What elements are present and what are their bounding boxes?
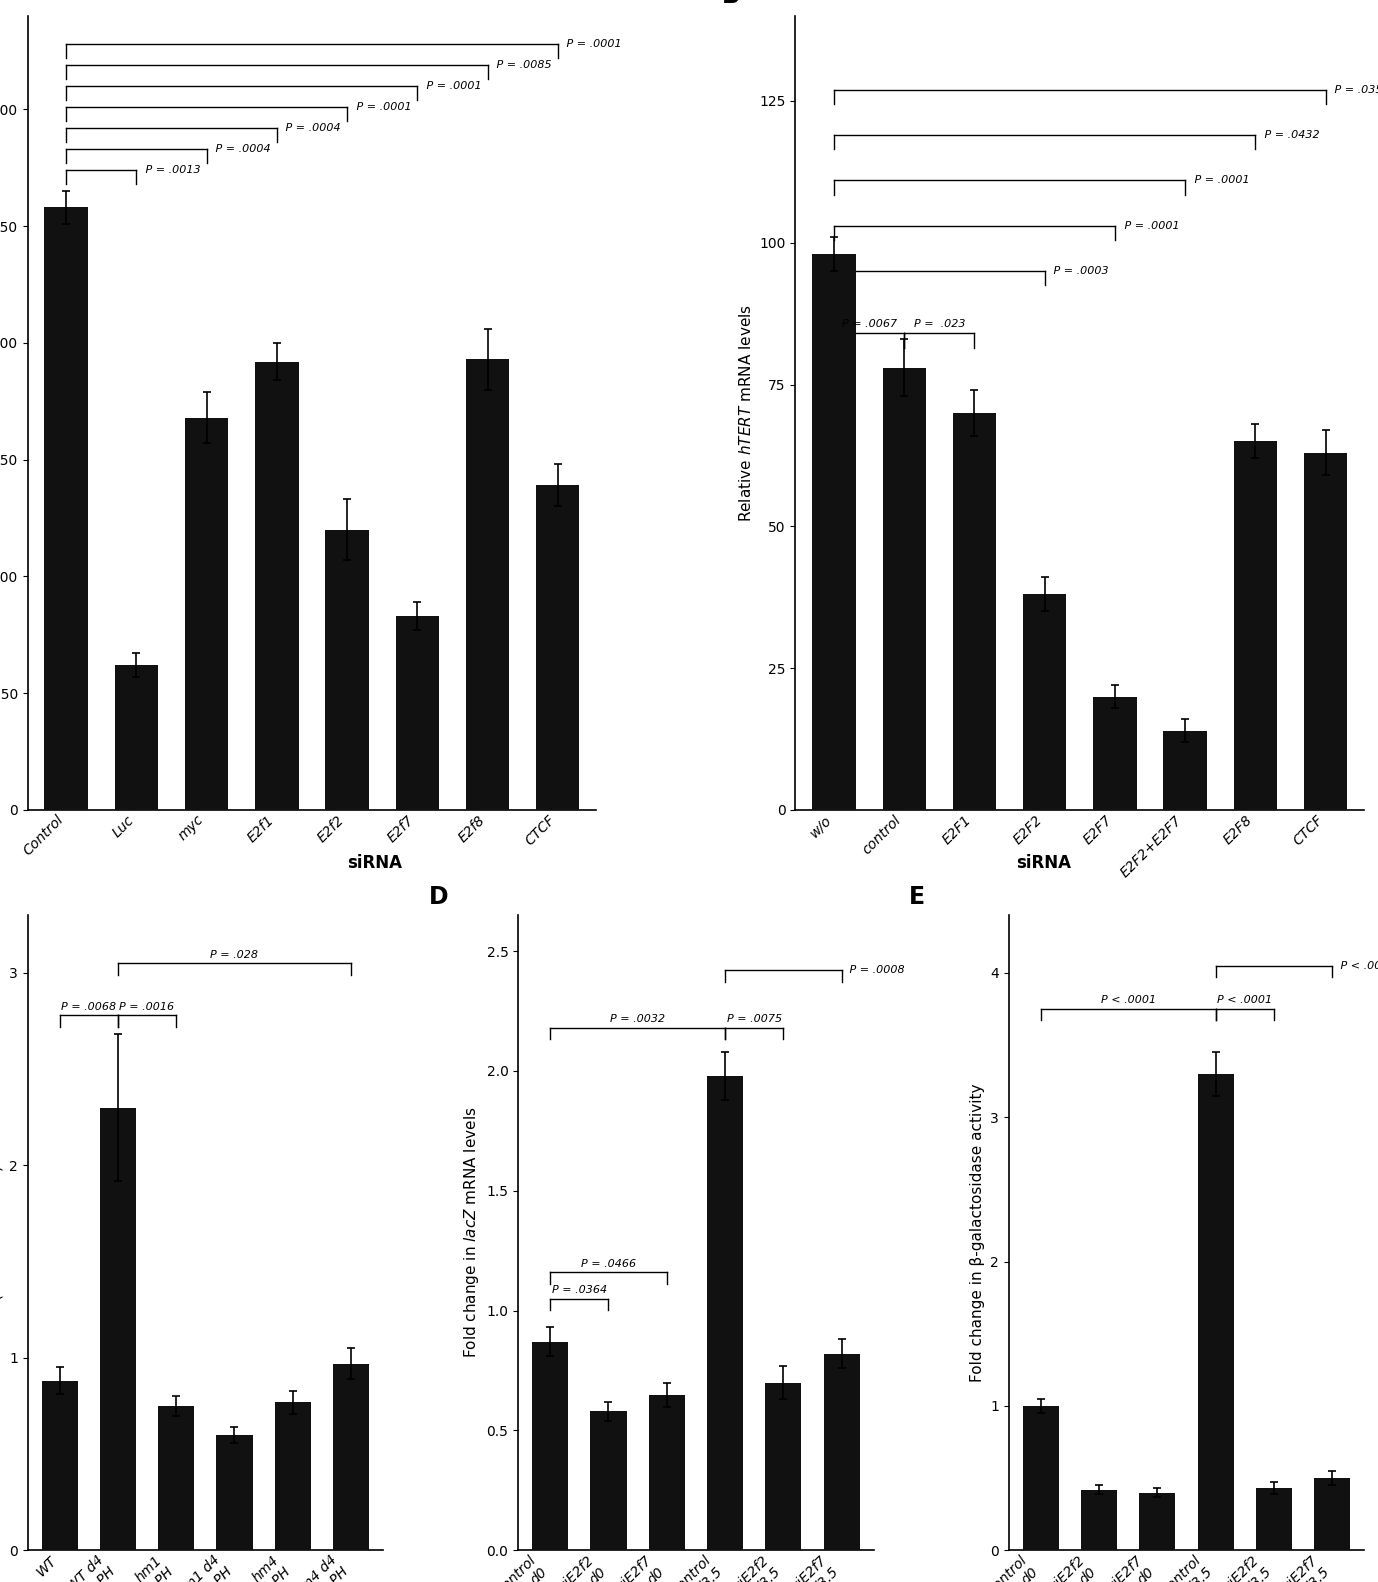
Bar — [1197, 1074, 1233, 1550]
Bar — [99, 1107, 136, 1550]
Bar — [882, 367, 926, 810]
Bar — [158, 1406, 194, 1550]
Bar — [325, 530, 369, 810]
Text: D: D — [430, 884, 449, 908]
Bar — [1080, 1490, 1118, 1550]
Text: P = .0001: P = .0001 — [1120, 221, 1180, 231]
Text: P = .0364: P = .0364 — [551, 1285, 606, 1296]
Text: siRNA: siRNA — [347, 854, 402, 872]
Bar — [1163, 731, 1207, 810]
Text: P = .0001: P = .0001 — [1191, 176, 1250, 185]
Bar — [536, 486, 580, 810]
Bar — [466, 359, 510, 810]
Text: P = .0068: P = .0068 — [61, 1001, 116, 1012]
Text: P < .0001: P < .0001 — [1337, 960, 1378, 971]
Text: P = .0085: P = .0085 — [493, 60, 551, 70]
Bar — [1022, 595, 1067, 810]
Bar — [1233, 441, 1277, 810]
Y-axis label: Fold change in β-galactosidase activity: Fold change in β-galactosidase activity — [970, 1084, 984, 1383]
Bar — [590, 1411, 627, 1550]
Bar — [216, 1435, 252, 1550]
Text: P = .0001: P = .0001 — [423, 81, 481, 90]
Text: P = .0008: P = .0008 — [846, 965, 905, 975]
Text: P = .0075: P = .0075 — [726, 1014, 781, 1024]
Bar — [1140, 1492, 1175, 1550]
Text: P = .0067: P = .0067 — [842, 320, 897, 329]
Bar — [1022, 1406, 1058, 1550]
Bar — [44, 207, 88, 810]
Bar — [952, 413, 996, 810]
Text: P = .0432: P = .0432 — [1261, 130, 1320, 139]
Bar — [532, 1342, 568, 1550]
Bar — [395, 615, 440, 810]
Text: siRNA: siRNA — [1016, 854, 1071, 872]
Text: P = .0004: P = .0004 — [212, 144, 271, 153]
Y-axis label: Fold change in $\mathit{lacZ}$ mRNA levels: Fold change in $\mathit{lacZ}$ mRNA leve… — [462, 1107, 481, 1359]
Text: P = .0016: P = .0016 — [120, 1001, 175, 1012]
Bar — [185, 418, 229, 810]
Bar — [1304, 452, 1348, 810]
Bar — [1255, 1489, 1293, 1550]
Text: P = .0351: P = .0351 — [1331, 84, 1378, 95]
Text: P = .0013: P = .0013 — [142, 165, 201, 176]
Y-axis label: Relative luciferase units / μg
(in % to d0 of PH): Relative luciferase units / μg (in % to … — [0, 1123, 3, 1342]
Text: E: E — [909, 884, 925, 908]
Bar — [274, 1402, 311, 1550]
Text: P = .0032: P = .0032 — [610, 1014, 666, 1024]
Text: P = .0003: P = .0003 — [1050, 266, 1109, 277]
Text: P = .0001: P = .0001 — [564, 40, 621, 49]
Bar — [1315, 1478, 1350, 1550]
Text: P = .028: P = .028 — [211, 949, 259, 960]
Text: P = .0001: P = .0001 — [353, 101, 411, 112]
Text: P = .0466: P = .0466 — [582, 1259, 637, 1269]
Bar — [1093, 696, 1137, 810]
Bar — [707, 1076, 743, 1550]
Bar — [41, 1381, 77, 1550]
Bar — [812, 255, 856, 810]
Y-axis label: Relative $\mathit{hTERT}$ mRNA levels: Relative $\mathit{hTERT}$ mRNA levels — [737, 304, 754, 522]
Text: B: B — [722, 0, 740, 8]
Bar — [649, 1394, 685, 1550]
Bar — [765, 1383, 802, 1550]
Bar — [114, 664, 158, 810]
Text: P =  .023: P = .023 — [914, 320, 965, 329]
Text: P < .0001: P < .0001 — [1217, 995, 1272, 1006]
Text: P = .0004: P = .0004 — [282, 123, 342, 133]
Bar — [333, 1364, 369, 1550]
Bar — [255, 362, 299, 810]
Bar — [824, 1354, 860, 1550]
Text: P < .0001: P < .0001 — [1101, 995, 1156, 1006]
